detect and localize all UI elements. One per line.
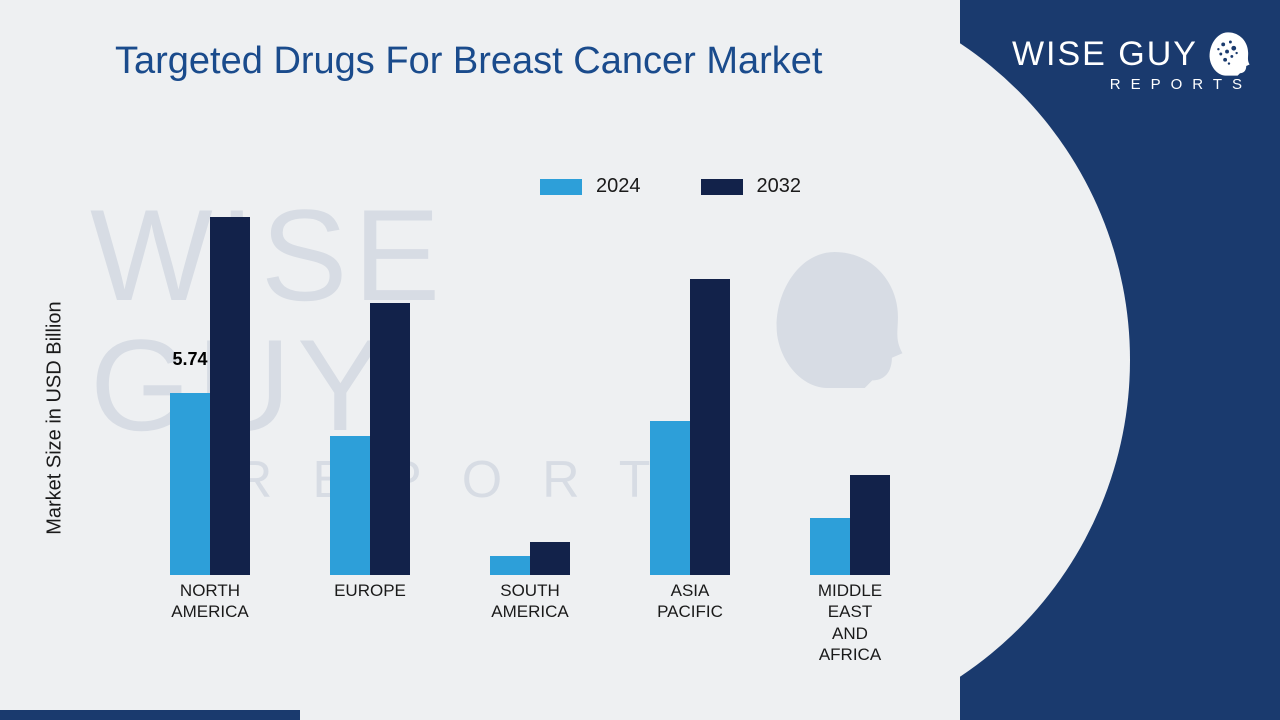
bar-group <box>330 303 410 575</box>
x-tick-label: SOUTHAMERICA <box>465 580 595 623</box>
bar-group <box>810 475 890 575</box>
right-brand-panel <box>960 0 1280 720</box>
x-tick-label: ASIAPACIFIC <box>625 580 755 623</box>
bar-2024 <box>810 518 850 575</box>
bar-2024 <box>170 393 210 575</box>
brand-line2: REPORTS <box>1012 76 1252 93</box>
bar-group <box>650 279 730 575</box>
bar-2032 <box>530 542 570 575</box>
brand-line1: WISE GUY <box>1012 35 1198 74</box>
bar-group <box>490 542 570 575</box>
bar-2024 <box>330 436 370 575</box>
y-axis-label: Market Size in USD Billion <box>44 301 67 534</box>
bar-2032 <box>370 303 410 575</box>
plot-area: 5.74 <box>135 195 935 575</box>
bar-2032 <box>210 217 250 575</box>
bar-2032 <box>690 279 730 575</box>
chart-title: Targeted Drugs For Breast Cancer Market <box>115 40 855 84</box>
head-icon <box>1204 30 1252 78</box>
x-tick-label: EUROPE <box>305 580 435 601</box>
brand-logo: WISE GUY REPORTS <box>1012 30 1252 93</box>
bottom-accent-bar <box>0 710 300 720</box>
x-tick-label: NORTHAMERICA <box>145 580 275 623</box>
canvas: WISE GUY REPORTS WISE GUY REPORTS Target… <box>0 0 1280 720</box>
value-label: 5.74 <box>172 349 207 370</box>
bar-group <box>170 217 250 575</box>
bar-2024 <box>490 556 530 575</box>
bar-2024 <box>650 421 690 575</box>
x-axis-labels: NORTHAMERICA EUROPE SOUTHAMERICA ASIAPACIFI… <box>135 580 935 680</box>
x-tick-label: MIDDLEEASTANDAFRICA <box>785 580 915 665</box>
chart-area: Market Size in USD Billion 5.74 NORTHAME… <box>95 165 935 685</box>
bar-2032 <box>850 475 890 575</box>
